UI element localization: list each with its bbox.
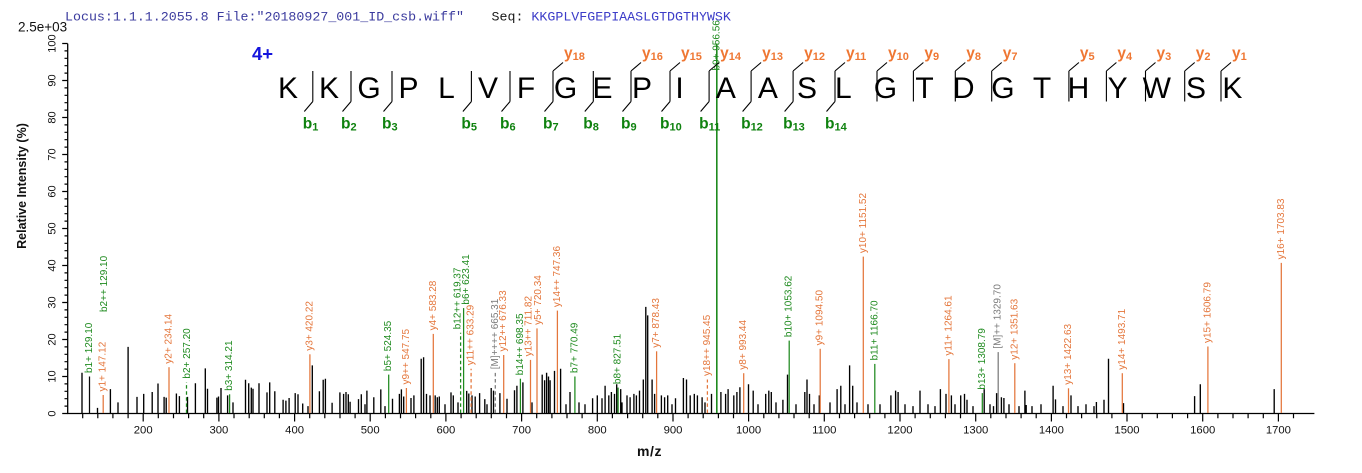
svg-text:Seq: KKGPLVFGEPIAASLGTDGTHYWSK: Seq: KKGPLVFGEPIAASLGTDGTHYWSK [492,9,731,24]
svg-text:b13+ 1308.79: b13+ 1308.79 [977,328,988,390]
svg-text:80: 80 [47,111,59,123]
svg-text:1300: 1300 [963,425,988,437]
svg-text:y13+ 1422.63: y13+ 1422.63 [1063,323,1074,384]
svg-text:1400: 1400 [1039,425,1064,437]
svg-text:30: 30 [47,296,59,308]
svg-text:G: G [357,72,380,105]
svg-text:500: 500 [361,425,380,437]
svg-text:50: 50 [47,222,59,234]
svg-text:[M]++ 1329.70: [M]++ 1329.70 [993,284,1004,349]
svg-text:y14++ 747.36: y14++ 747.36 [552,245,563,307]
svg-text:y1+ 147.12: y1+ 147.12 [98,341,109,391]
svg-text:G: G [554,72,577,105]
svg-text:F: F [517,72,535,105]
svg-text:S: S [797,72,817,105]
svg-text:b2++ 129.10: b2++ 129.10 [99,255,110,312]
svg-text:D: D [953,72,975,105]
svg-text:0: 0 [47,410,59,416]
svg-text:I: I [675,72,683,105]
svg-text:600: 600 [436,425,455,437]
svg-text:800: 800 [588,425,607,437]
svg-text:400: 400 [285,425,304,437]
svg-text:b6+ 623.41: b6+ 623.41 [461,254,472,305]
svg-text:b3+ 314.21: b3+ 314.21 [224,340,235,391]
svg-text:2.5e+03: 2.5e+03 [18,19,67,34]
svg-text:y9+ 1094.50: y9+ 1094.50 [815,290,826,346]
svg-text:A: A [716,72,736,105]
svg-text:K: K [1222,72,1242,105]
svg-text:y2+ 234.14: y2+ 234.14 [164,313,175,363]
svg-text:y11+ 1264.61: y11+ 1264.61 [943,295,954,356]
svg-text:y11++ 633.29: y11++ 633.29 [466,304,477,365]
svg-text:A: A [758,72,778,105]
svg-text:b12++ 619.37: b12++ 619.37 [452,267,463,329]
svg-text:m/z: m/z [637,443,662,459]
svg-text:y12++ 676.33: y12++ 676.33 [498,290,509,352]
svg-text:y3+ 420.22: y3+ 420.22 [304,301,315,351]
svg-text:1500: 1500 [1114,425,1139,437]
svg-text:y5+ 720.34: y5+ 720.34 [533,275,544,325]
svg-text:E: E [592,72,612,105]
svg-text:300: 300 [209,425,228,437]
svg-text:W: W [1143,72,1172,105]
svg-text:y18++ 945.45: y18++ 945.45 [702,314,713,376]
svg-text:V: V [478,72,498,105]
svg-text:200: 200 [134,425,153,437]
svg-text:20: 20 [47,333,59,345]
svg-text:[M]++++ 665.31: [M]++++ 665.31 [490,298,501,369]
svg-text:b7+ 770.49: b7+ 770.49 [569,322,580,373]
svg-text:40: 40 [47,259,59,271]
svg-text:10: 10 [47,370,59,382]
svg-text:y8+ 993.44: y8+ 993.44 [738,319,749,369]
svg-text:P: P [632,72,652,105]
svg-text:K: K [278,72,298,105]
svg-text:y4+ 583.28: y4+ 583.28 [428,280,439,330]
svg-text:b2+ 257.20: b2+ 257.20 [182,328,193,379]
svg-text:L: L [438,72,455,105]
svg-text:b14++ 698.35: b14++ 698.35 [515,313,526,375]
svg-text:90: 90 [47,74,59,86]
svg-text:b11+ 1166.70: b11+ 1166.70 [869,300,880,360]
svg-text:T: T [1033,72,1051,105]
svg-text:T: T [915,72,933,105]
svg-text:y15+ 1606.79: y15+ 1606.79 [1202,282,1213,343]
svg-text:70: 70 [47,148,59,160]
svg-text:900: 900 [664,425,683,437]
svg-text:P: P [398,72,418,105]
svg-text:b8+ 827.51: b8+ 827.51 [613,333,624,384]
svg-text:Relative Intensity (%): Relative Intensity (%) [15,123,29,249]
svg-text:60: 60 [47,185,59,197]
svg-text:1700: 1700 [1266,425,1291,437]
svg-text:700: 700 [512,425,531,437]
svg-text:y14+ 1493.71: y14+ 1493.71 [1117,308,1128,369]
svg-text:Y: Y [1108,72,1128,105]
svg-text:y13++ 711.82: y13++ 711.82 [524,296,535,357]
svg-text:y7+ 878.43: y7+ 878.43 [651,298,662,348]
svg-text:L: L [835,72,852,105]
svg-text:y12+ 1351.63: y12+ 1351.63 [1009,298,1020,359]
svg-text:b10+ 1053.62: b10+ 1053.62 [784,275,795,337]
svg-text:y10+ 1151.52: y10+ 1151.52 [858,193,869,254]
svg-text:S: S [1186,72,1206,105]
svg-text:1600: 1600 [1190,425,1215,437]
svg-text:G: G [874,72,897,105]
svg-text:b5+ 524.35: b5+ 524.35 [383,320,394,371]
svg-text:y9++ 547.75: y9++ 547.75 [401,328,412,384]
svg-text:y16+ 1703.83: y16+ 1703.83 [1276,198,1287,259]
svg-text:b9+ 956.56: b9+ 956.56 [711,20,722,71]
svg-text:1200: 1200 [887,425,912,437]
svg-text:1100: 1100 [812,425,836,437]
svg-text:G: G [991,72,1014,105]
svg-text:H: H [1068,72,1090,105]
svg-text:b1+ 129.10: b1+ 129.10 [84,322,95,373]
svg-text:4+: 4+ [252,43,273,64]
svg-text:Locus:1.1.1.2055.8 File:"20180: Locus:1.1.1.2055.8 File:"20180927_001_ID… [65,9,464,24]
svg-text:K: K [319,72,339,105]
svg-text:1000: 1000 [736,425,761,437]
svg-text:100: 100 [47,34,59,52]
